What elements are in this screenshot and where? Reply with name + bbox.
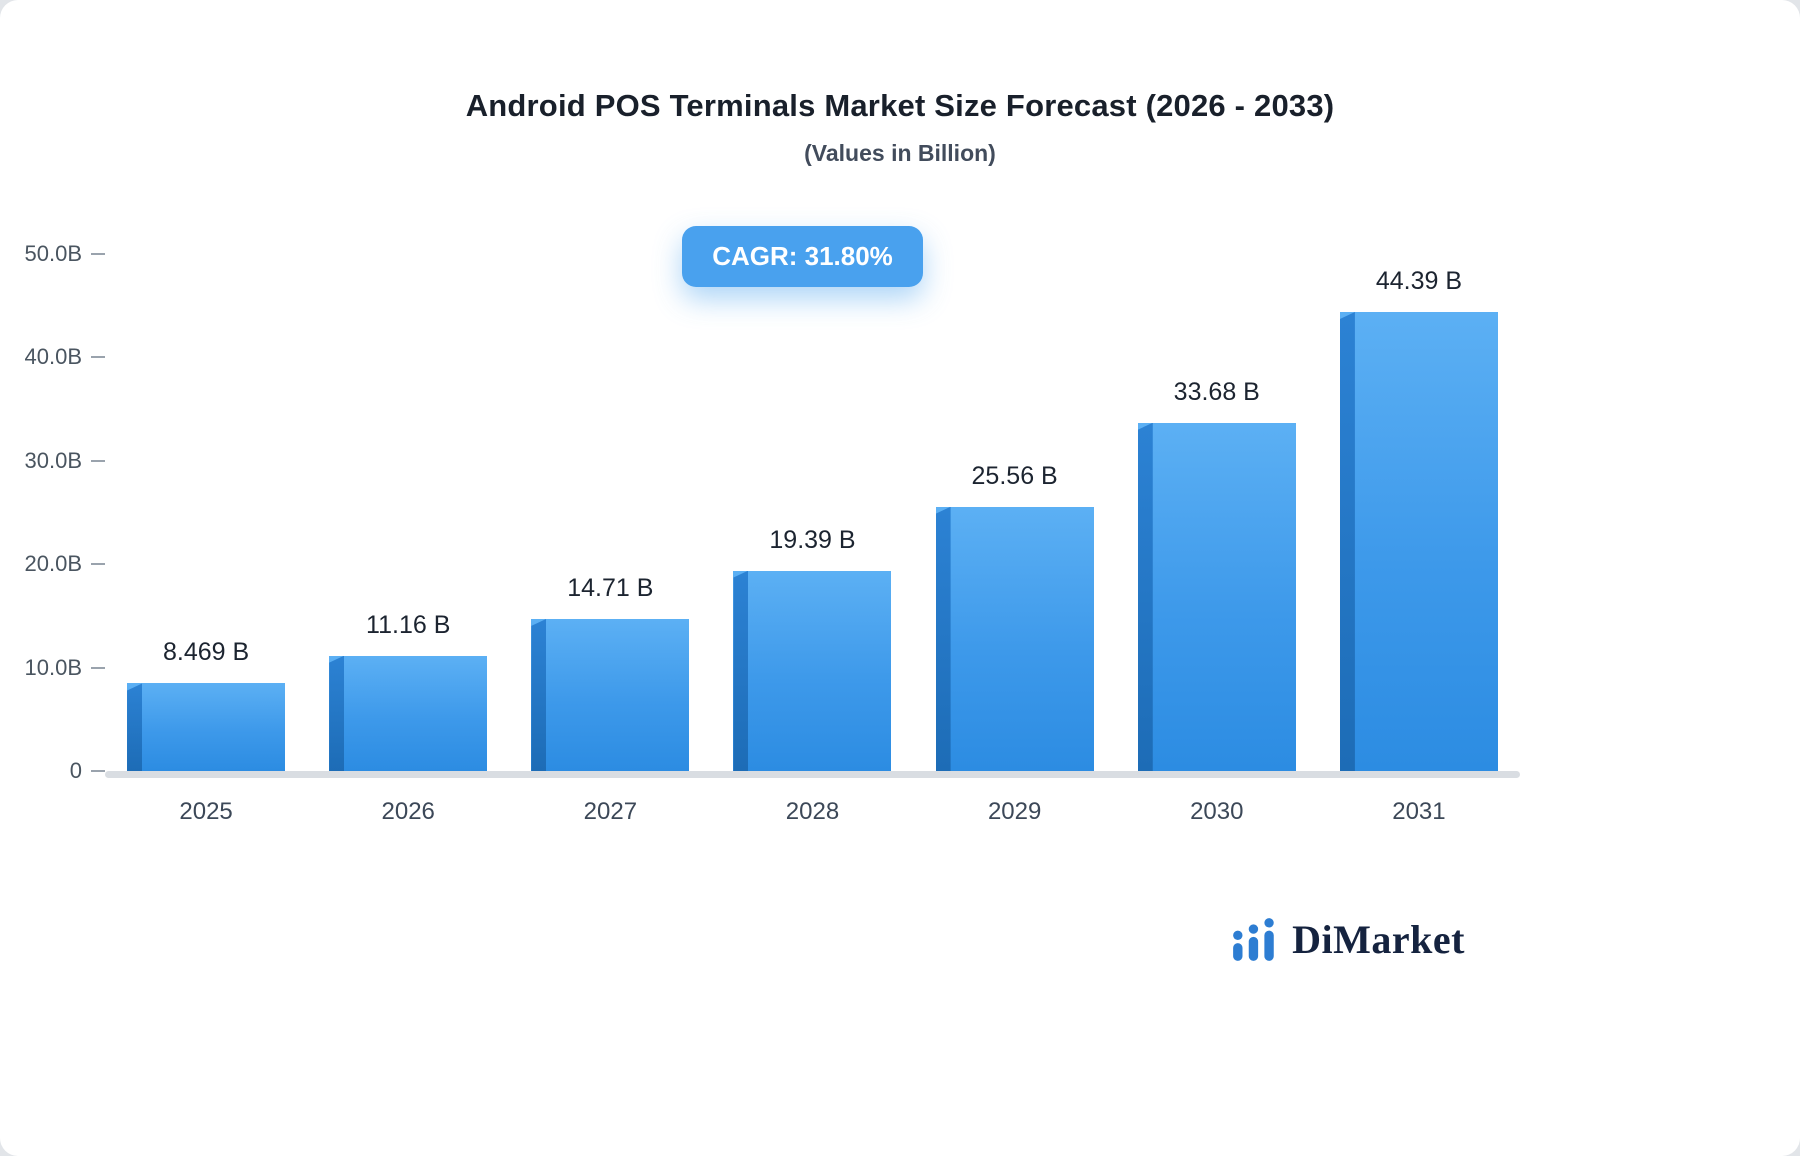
bar [329, 655, 488, 771]
y-tick-mark [91, 563, 105, 566]
chart-header: Android POS Terminals Market Size Foreca… [0, 0, 1800, 167]
bar [1339, 312, 1498, 771]
y-axis: 50.0B 40.0B 30.0B 20.0B 10.0B 0 [20, 241, 105, 783]
x-axis-label: 2031 [1392, 798, 1446, 825]
y-tick-label: 40.0B [24, 344, 83, 370]
x-axis-label: 2030 [1190, 798, 1244, 825]
y-tick: 30.0B [24, 447, 105, 474]
y-tick: 40.0B [24, 344, 105, 370]
bar-value-label: 8.469 B [162, 638, 250, 667]
plot-area: 8.469 B 2025 11.16 B 2026 14.71 B 2027 19.39 B… [105, 254, 1520, 825]
y-tick-mark [91, 770, 105, 772]
brand-logo: DiMarket [1230, 914, 1465, 964]
bar-value-label: 44.39 B [1375, 267, 1462, 296]
y-tick: 0 [70, 758, 105, 784]
y-tick-mark [91, 253, 105, 255]
bar-column: 25.56 B 2029 [914, 254, 1116, 825]
y-tick: 50.0B [24, 241, 105, 267]
y-tick-label: 50.0B [24, 241, 83, 266]
x-axis-label: 2029 [987, 798, 1042, 825]
y-tick-label: 20.0B [24, 551, 83, 577]
cagr-badge: CAGR: 31.80% [682, 226, 923, 287]
bar-column: 8.469 B 2025 [105, 254, 307, 825]
x-axis-label: 2026 [381, 798, 435, 825]
x-axis-label: 2028 [785, 798, 840, 825]
bar [733, 570, 892, 771]
y-tick-label: 10.0B [24, 654, 83, 680]
bar [1137, 422, 1296, 771]
y-tick-mark [91, 459, 105, 462]
bar [127, 683, 286, 771]
brand-name: DiMarket [1292, 916, 1465, 962]
y-tick: 20.0B [24, 551, 105, 577]
bar-value-label: 11.16 B [366, 610, 451, 639]
bar-column: 44.39 B 2031 [1318, 254, 1520, 825]
x-axis-label: 2025 [179, 798, 233, 825]
bar-chart-logo-icon [1233, 918, 1274, 961]
chart: CAGR: 31.80% 50.0B 40.0B 30.0B 20.0B 10.0B 0 … [0, 226, 1520, 825]
x-axis-line [105, 771, 1520, 778]
y-tick: 10.0B [24, 654, 105, 681]
y-tick-label: 30.0B [24, 447, 83, 473]
y-tick-label: 0 [69, 758, 82, 783]
chart-subtitle: (Values in Billion) [804, 140, 996, 166]
bar [935, 506, 1094, 771]
bar-value-label: 14.71 B [567, 573, 654, 602]
x-axis-label: 2027 [583, 798, 638, 825]
y-tick-mark [91, 666, 105, 669]
bar [531, 618, 690, 771]
cagr-badge-wrap: CAGR: 31.80% [85, 226, 1520, 287]
bar-column: 19.39 B 2028 [711, 254, 913, 825]
bar-column: 11.16 B 2026 [307, 254, 509, 825]
bar-column: 33.68 B 2030 [1116, 254, 1318, 825]
bar-value-label: 25.56 B [971, 461, 1058, 490]
bar-column: 14.71 B 2027 [509, 254, 711, 825]
chart-title: Android POS Terminals Market Size Foreca… [465, 88, 1335, 123]
bar-value-label: 33.68 B [1173, 377, 1260, 406]
bar-value-label: 19.39 B [769, 525, 856, 554]
y-tick-mark [91, 356, 105, 359]
